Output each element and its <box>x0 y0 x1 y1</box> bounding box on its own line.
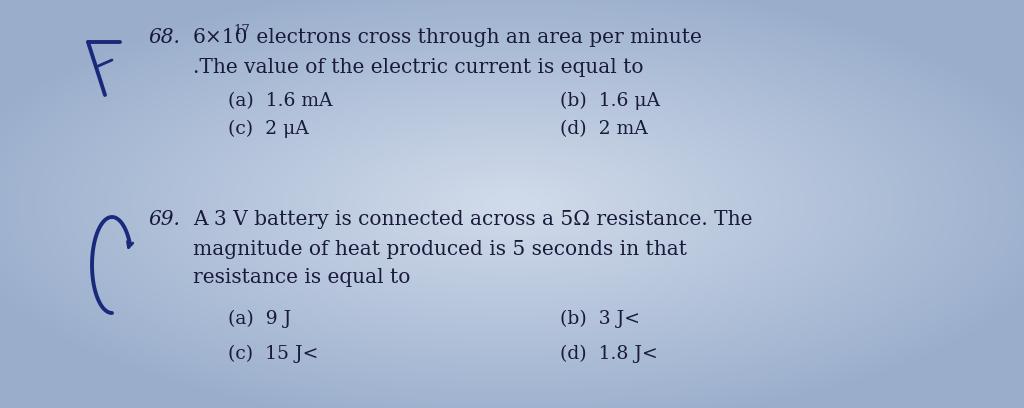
Text: 69.: 69. <box>148 210 180 229</box>
Text: resistance is equal to: resistance is equal to <box>193 268 411 287</box>
Text: 68.: 68. <box>148 28 180 47</box>
Text: (c)  2 μA: (c) 2 μA <box>228 120 309 138</box>
Text: (a)  1.6 mA: (a) 1.6 mA <box>228 92 333 110</box>
Text: (c)  15 J<: (c) 15 J< <box>228 345 318 363</box>
Text: (b)  1.6 μA: (b) 1.6 μA <box>560 92 660 110</box>
Text: 17: 17 <box>233 24 250 37</box>
Text: 6×10: 6×10 <box>193 28 249 47</box>
Text: electrons cross through an area per minute: electrons cross through an area per minu… <box>250 28 701 47</box>
Text: (b)  3 J<: (b) 3 J< <box>560 310 640 328</box>
Text: (a)  9 J: (a) 9 J <box>228 310 291 328</box>
Text: magnitude of heat produced is 5 seconds in that: magnitude of heat produced is 5 seconds … <box>193 240 687 259</box>
Text: A 3 V battery is connected across a 5Ω resistance. The: A 3 V battery is connected across a 5Ω r… <box>193 210 753 229</box>
Text: (d)  1.8 J<: (d) 1.8 J< <box>560 345 657 363</box>
Text: .The value of the electric current is equal to: .The value of the electric current is eq… <box>193 58 643 77</box>
Text: (d)  2 mA: (d) 2 mA <box>560 120 648 138</box>
